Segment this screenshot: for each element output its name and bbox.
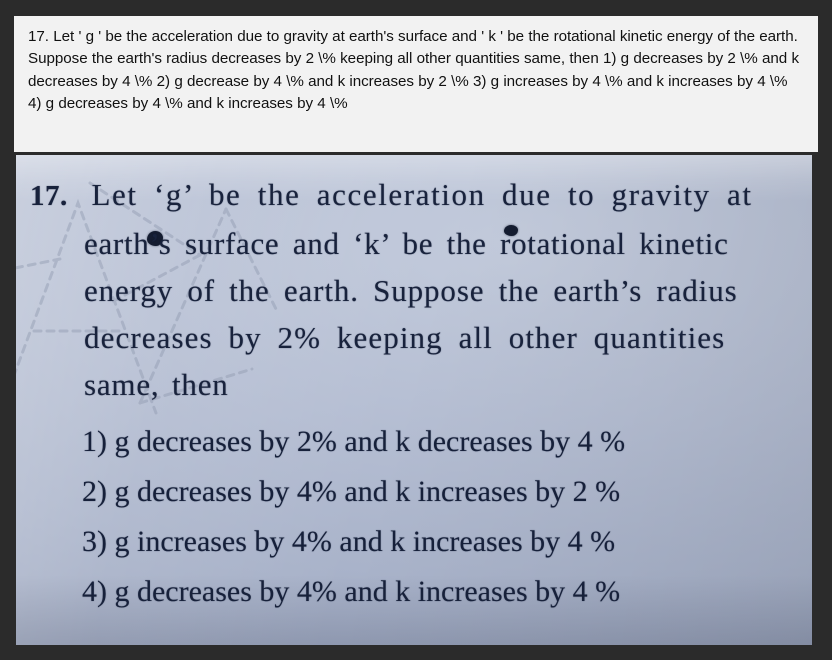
scanned-question-image: 17. Let ‘g’ be the acceleration due to g… (16, 155, 812, 645)
transcript-panel: 17. Let ' g ' be the acceleration due to… (14, 16, 818, 152)
option-4: 4) g decreases by 4% and k increases by … (82, 575, 621, 608)
watermark-icon (16, 181, 280, 415)
ink-blot (504, 225, 518, 236)
stem-line-5: same, then (30, 361, 792, 408)
stem-line-text: energy of the earth. Suppose the earth’s… (84, 273, 738, 308)
option-1: 1) g decreases by 2% and k decreases by … (82, 425, 626, 458)
question-number: 17. (30, 180, 68, 212)
answer-options: 1) g decreases by 2% and k decreases by … (82, 417, 782, 617)
scan-text-body: 17. Let ‘g’ be the acceleration due to g… (16, 155, 812, 645)
ink-blot (147, 231, 163, 246)
option-3: 3) g increases by 4% and k increases by … (82, 525, 616, 558)
stem-line-4: decreases by 2% keeping all other quanti… (30, 314, 792, 361)
paper-vignette (16, 575, 812, 645)
stem-line-1: 17. Let ‘g’ be the acceleration due to g… (30, 171, 792, 220)
stem-line-2: earth’s surface and ‘k’ be the rotationa… (30, 220, 792, 267)
stem-line-3: energy of the earth. Suppose the earth’s… (30, 267, 792, 314)
question-stem: 17. Let ‘g’ be the acceleration due to g… (30, 171, 792, 408)
stem-line-text: Let ‘g’ be the acceleration due to gravi… (91, 177, 753, 212)
paper-glare (16, 155, 812, 201)
stem-line-text: same, then (84, 367, 229, 402)
option-2: 2) g decreases by 4% and k increases by … (82, 475, 621, 508)
transcript-text: 17. Let ' g ' be the acceleration due to… (28, 28, 804, 113)
stem-line-text: earth’s surface and ‘k’ be the rotationa… (84, 226, 729, 261)
stem-line-text: decreases by 2% keeping all other quanti… (84, 320, 726, 355)
